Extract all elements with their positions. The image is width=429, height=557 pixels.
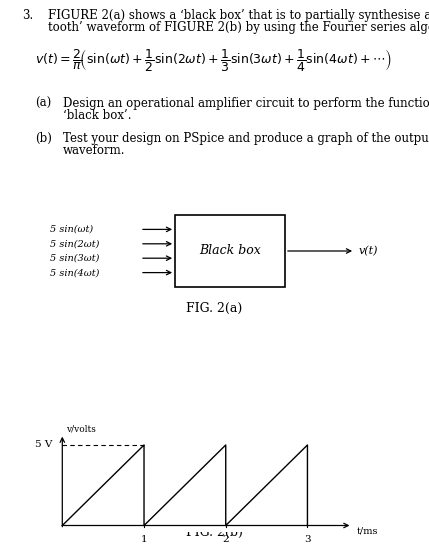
Bar [175, 215, 285, 287]
Text: waveform.: waveform. [63, 144, 126, 157]
Text: ‘black box’.: ‘black box’. [63, 109, 132, 122]
Text: (a): (a) [35, 97, 51, 110]
Text: FIG. 2(b): FIG. 2(b) [186, 526, 242, 539]
Text: FIGURE 2(a) shows a ‘black box’ that is to partially synthesise a ‘saw-: FIGURE 2(a) shows a ‘black box’ that is … [48, 9, 429, 22]
Text: 5 sin(ωt): 5 sin(ωt) [50, 225, 93, 234]
Text: $v(t) = \dfrac{2}{\pi}\!\left(\sin(\omega t) + \dfrac{1}{2}\sin(2\omega t) + \df: $v(t) = \dfrac{2}{\pi}\!\left(\sin(\omeg… [36, 47, 393, 73]
Text: v(t): v(t) [359, 246, 378, 256]
Text: t/ms: t/ms [356, 526, 378, 535]
Text: Test your design on PSpice and produce a graph of the output: Test your design on PSpice and produce a… [63, 132, 429, 145]
Text: (b): (b) [35, 132, 52, 145]
Text: 3.: 3. [22, 9, 33, 22]
Text: FIG. 2(a): FIG. 2(a) [186, 302, 242, 315]
Text: Black box: Black box [199, 245, 261, 257]
Text: 5 sin(3ωt): 5 sin(3ωt) [50, 253, 100, 263]
Text: v/volts: v/volts [66, 424, 95, 433]
Text: tooth’ waveform of FIGURE 2(b) by using the Fourier series algorithm:: tooth’ waveform of FIGURE 2(b) by using … [48, 21, 429, 34]
Text: Design an operational amplifier circuit to perform the function of the: Design an operational amplifier circuit … [63, 97, 429, 110]
Text: 5 V: 5 V [35, 441, 52, 449]
Text: 5 sin(4ωt): 5 sin(4ωt) [50, 268, 100, 277]
Text: 5 sin(2ωt): 5 sin(2ωt) [50, 240, 100, 248]
